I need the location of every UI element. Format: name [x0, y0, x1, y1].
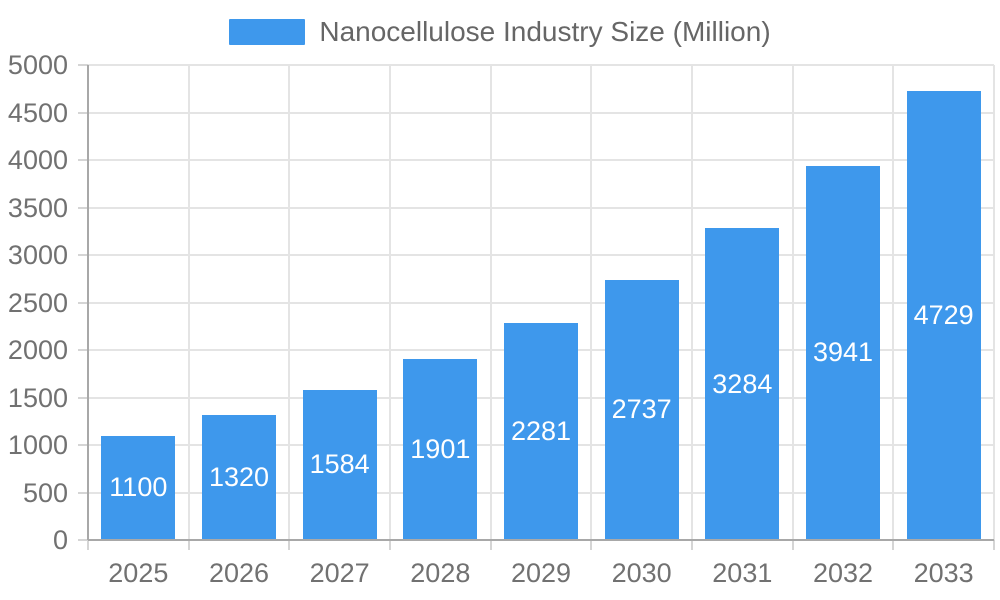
gridline-v	[187, 65, 190, 540]
x-tick	[489, 540, 492, 550]
y-axis-label: 3000	[7, 240, 68, 270]
y-axis-label: 4500	[7, 97, 68, 128]
y-axis-label: 2000	[7, 335, 68, 365]
y-tick	[78, 64, 88, 66]
y-axis-label: 2500	[7, 287, 68, 318]
gridline-v	[489, 65, 492, 540]
y-tick	[78, 444, 88, 446]
bar-value-label: 1100	[109, 472, 168, 503]
y-axis-label: 1500	[7, 382, 68, 413]
bar-value-label: 3284	[712, 368, 773, 399]
y-tick	[78, 111, 88, 114]
y-tick	[78, 254, 88, 256]
bar-value-label: 1584	[309, 449, 370, 480]
y-tick	[78, 206, 88, 209]
gridline-v	[892, 65, 895, 540]
bar-value-label: 1901	[410, 434, 471, 465]
y-axis-label: 500	[22, 477, 68, 508]
bar-2025[interactable]: 1100	[101, 435, 176, 540]
gridline-h	[88, 206, 994, 209]
y-axis-line	[87, 65, 89, 540]
y-tick	[78, 491, 88, 494]
bar-value-label: 4729	[913, 299, 974, 330]
bar-2032[interactable]: 3941	[806, 165, 880, 540]
x-tick	[389, 540, 391, 550]
y-tick	[78, 396, 88, 399]
legend-swatch	[229, 19, 306, 45]
y-axis-label: 0	[52, 525, 68, 555]
bar-value-label: 2737	[611, 394, 672, 425]
gridline-v	[791, 65, 794, 540]
gridline-h	[88, 64, 994, 66]
y-axis-label: 3500	[7, 192, 68, 223]
bar-value-label: 1320	[208, 461, 270, 492]
bar-2030[interactable]: 2737	[604, 279, 679, 540]
x-tick	[892, 540, 895, 550]
x-tick	[791, 540, 794, 550]
gridline-v	[993, 65, 995, 540]
legend-item[interactable]: Nanocellulose Industry Size (Million)	[0, 16, 1000, 48]
x-tick	[87, 540, 89, 550]
y-tick	[78, 349, 88, 351]
x-axis-label: 2031	[712, 558, 773, 588]
gridline-v	[389, 65, 391, 540]
x-axis-label: 2030	[611, 558, 672, 588]
y-axis-label: 4000	[7, 145, 68, 175]
x-tick	[590, 540, 593, 550]
y-tick	[78, 159, 88, 161]
bar-value-label: 2281	[510, 416, 572, 447]
x-axis-line	[88, 539, 994, 541]
legend-label: Nanocellulose Industry Size (Million)	[319, 16, 771, 47]
x-axis-label: 2033	[913, 558, 974, 588]
y-tick	[78, 539, 88, 541]
x-tick	[187, 540, 190, 550]
x-axis-label: 2027	[309, 558, 370, 588]
bar-2028[interactable]: 1901	[403, 359, 478, 540]
bar-2033[interactable]: 4729	[906, 90, 981, 540]
bar-2031[interactable]: 3284	[705, 228, 780, 540]
y-tick	[78, 301, 88, 304]
x-tick	[288, 540, 291, 550]
bar-value-label: 3941	[812, 337, 874, 368]
y-axis-label: 5000	[7, 50, 68, 80]
x-axis-label: 2032	[812, 558, 874, 588]
x-tick	[993, 540, 995, 550]
x-axis-label: 2025	[108, 558, 169, 588]
x-tick	[691, 540, 693, 550]
gridline-h	[88, 159, 994, 161]
gridline-v	[590, 65, 593, 540]
gridline-h	[88, 111, 994, 114]
x-axis-label: 2026	[208, 558, 270, 588]
y-axis-label: 1000	[7, 430, 68, 460]
bar-2029[interactable]: 2281	[504, 323, 578, 540]
x-axis-label: 2028	[410, 558, 471, 588]
x-axis-label: 2029	[510, 558, 572, 588]
bar-2027[interactable]: 1584	[302, 389, 377, 540]
bar-2026[interactable]: 1320	[202, 414, 276, 540]
gridline-v	[691, 65, 693, 540]
gridline-h	[88, 301, 994, 304]
gridline-v	[288, 65, 291, 540]
gridline-h	[88, 254, 994, 256]
